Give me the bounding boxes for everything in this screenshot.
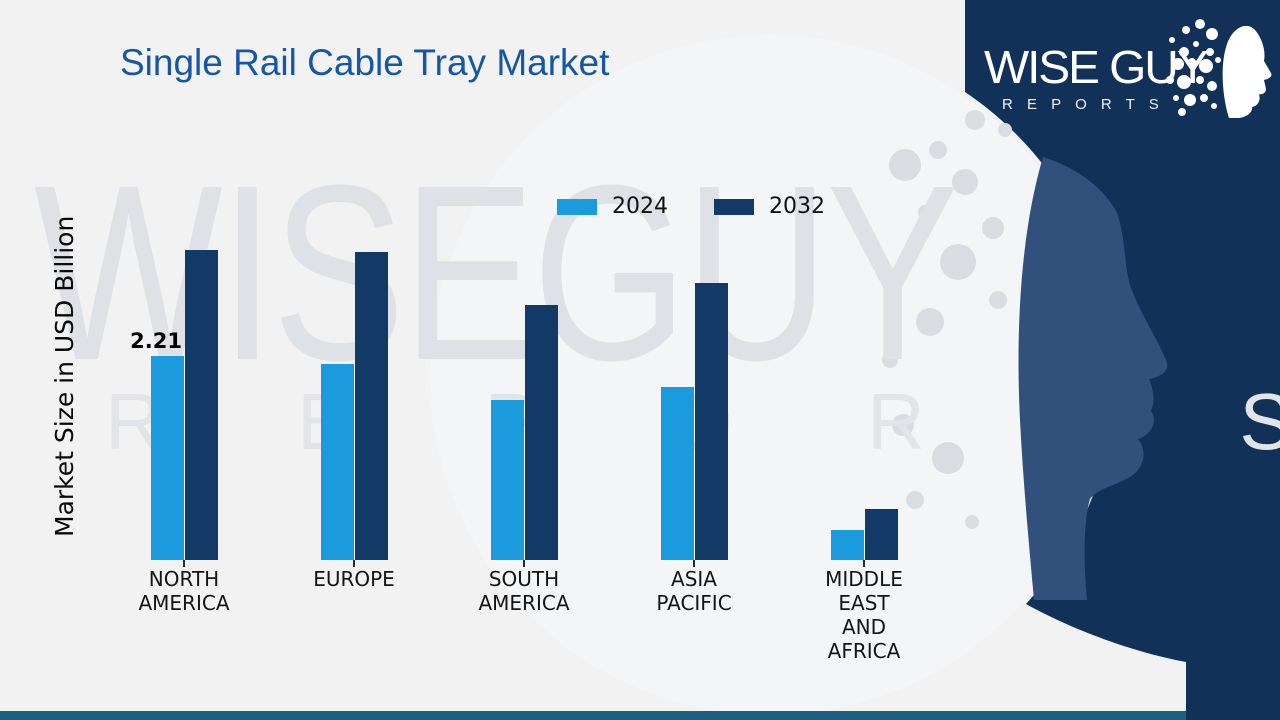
category-label-north-america: NORTH AMERICA xyxy=(138,567,230,615)
bar-2032-europe xyxy=(355,252,388,560)
bar-2024-north-america xyxy=(151,356,184,560)
bar-2024-europe xyxy=(321,364,354,560)
axis-tick-asia-pacific xyxy=(693,560,695,567)
bar-2032-north-america xyxy=(185,250,218,560)
bar-2032-asia-pacific xyxy=(695,283,728,560)
axis-tick-middle-east-and-africa xyxy=(863,560,865,567)
axis-tick-north-america xyxy=(183,560,185,567)
bar-2032-middle-east-and-africa xyxy=(865,509,898,560)
category-label-middle-east-and-africa: MIDDLE EAST AND AFRICA xyxy=(825,567,903,663)
data-label-2.21: 2.21 xyxy=(130,329,182,353)
bottom-accent-strip xyxy=(0,711,1186,720)
category-label-europe: EUROPE xyxy=(313,567,395,591)
bar-2024-middle-east-and-africa xyxy=(831,530,864,560)
bar-2024-asia-pacific xyxy=(661,387,694,560)
axis-tick-south-america xyxy=(523,560,525,567)
axis-tick-europe xyxy=(353,560,355,567)
category-label-south-america: SOUTH AMERICA xyxy=(478,567,570,615)
bar-2032-south-america xyxy=(525,305,558,560)
bar-2024-south-america xyxy=(491,400,524,560)
category-label-asia-pacific: ASIA PACIFIC xyxy=(656,567,732,615)
